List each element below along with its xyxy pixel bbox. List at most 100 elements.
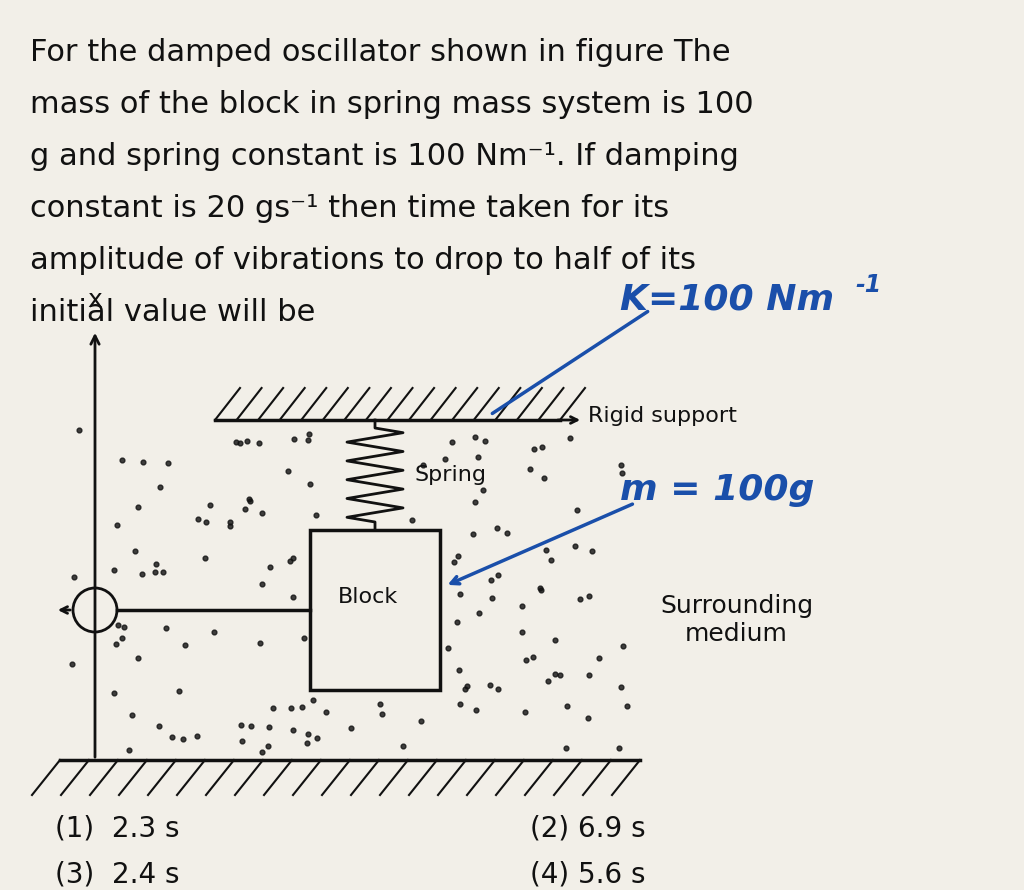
Point [518,653,535,668]
Point [152,480,168,494]
Text: -1: -1 [855,273,882,297]
Point [482,572,499,587]
Point [124,708,140,722]
Point [558,741,574,756]
Point [488,521,505,535]
Point [536,471,552,485]
Point [260,740,276,754]
Text: m = 100g: m = 100g [620,473,814,507]
Point [584,544,600,558]
Point [522,462,539,476]
Text: (1)  2.3 s: (1) 2.3 s [55,815,179,843]
Point [202,498,218,512]
Point [490,683,507,697]
Point [114,453,130,467]
Point [189,512,206,526]
Text: (3)  2.4 s: (3) 2.4 s [55,860,179,888]
Point [613,466,630,481]
Point [457,682,473,696]
Point [285,551,301,565]
Point [109,518,125,532]
Text: Block: Block [338,587,398,607]
Text: Spring: Spring [415,465,487,485]
Point [283,700,299,715]
Point [465,527,481,541]
Point [299,736,315,750]
Point [538,543,554,557]
Point [240,433,256,448]
Point [171,684,187,698]
Point [547,667,563,681]
Point [477,434,494,449]
Point [222,514,239,529]
Point [373,697,389,711]
Point [261,720,278,734]
Point [543,553,559,567]
Point [343,721,359,735]
Point [129,500,145,514]
Text: Surrounding
medium: Surrounding medium [660,595,813,646]
Point [146,565,163,579]
Point [285,589,301,603]
Point [121,742,137,756]
Point [286,432,302,446]
Point [524,650,541,664]
Point [452,698,468,712]
Point [445,554,462,569]
Point [567,538,584,553]
Point [177,637,194,651]
Point [127,544,143,558]
Point [301,427,317,441]
Point [413,714,429,728]
Point [459,679,475,693]
Point [110,618,126,632]
Point [135,455,152,469]
Point [222,519,239,533]
Text: x: x [88,288,102,312]
Point [285,724,301,738]
Point [233,734,250,748]
Point [174,732,190,746]
Point [106,686,123,700]
Point [526,441,543,456]
Point [468,702,484,716]
Point [571,592,588,606]
Text: K=100 Nm: K=100 Nm [620,283,835,317]
Point [243,718,259,732]
Point [541,674,557,688]
Point [228,435,245,449]
Point [262,560,279,574]
Point [531,581,548,595]
Point [439,641,456,655]
Point [452,663,468,677]
Point [452,587,468,601]
Point [443,435,460,449]
Text: Rigid support: Rigid support [588,406,737,426]
Point [280,464,296,478]
Point [302,477,318,491]
Point [130,651,146,665]
Point [254,506,270,520]
Point [489,568,506,582]
Point [374,708,390,722]
Point [307,508,324,522]
Point [188,729,205,743]
Point [611,740,628,755]
Point [514,599,530,613]
Point [482,678,499,692]
Point [394,739,411,753]
Point [206,625,222,639]
Point [199,515,215,530]
Point [404,514,421,528]
Point [116,620,132,635]
Point [552,668,568,682]
Point [559,700,575,714]
Point [300,726,316,740]
Point [158,621,174,635]
Point [305,692,322,707]
Point [71,423,87,437]
Point [415,458,431,473]
Point [582,668,598,682]
Point [134,567,151,581]
Point [450,614,466,628]
